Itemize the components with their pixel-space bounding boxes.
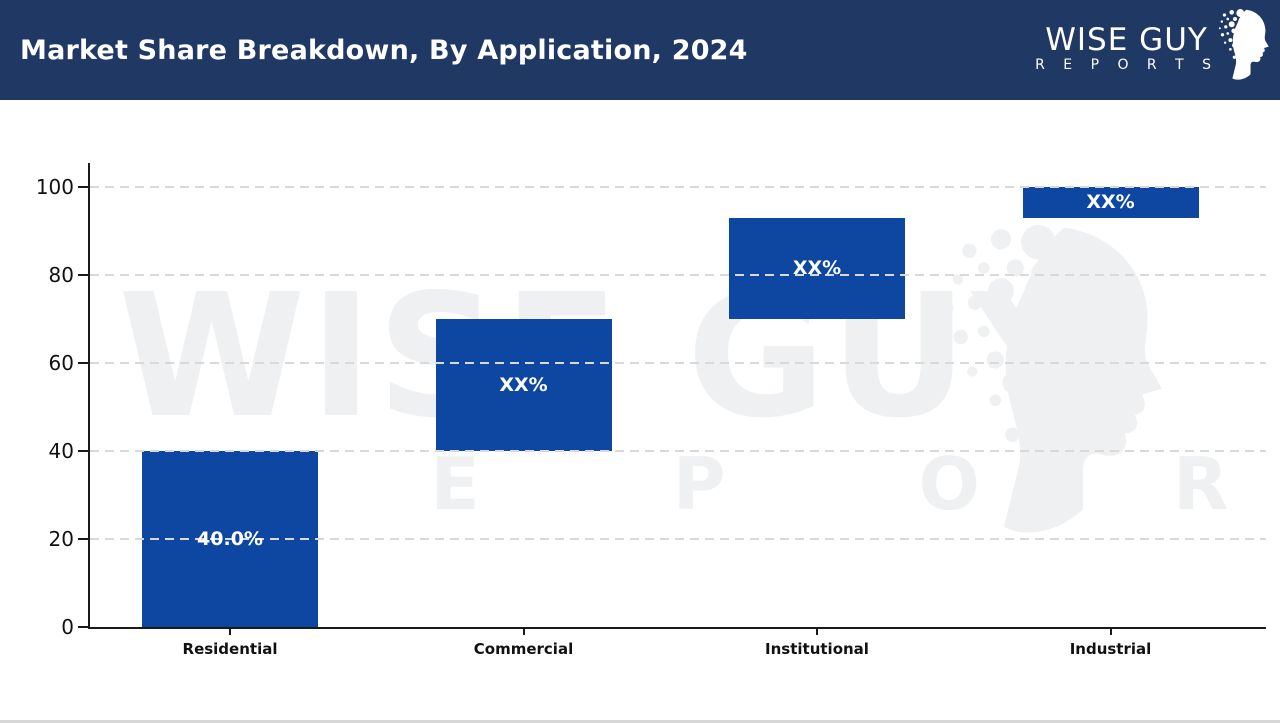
x-tick-mark [229, 629, 231, 635]
gridline-y80 [90, 274, 1266, 276]
bar-value-label: 40.0% [197, 528, 263, 550]
wiseguy-logo-text: WISE GUY R E P O R T S [1035, 23, 1218, 73]
y-tick-mark [78, 626, 88, 628]
y-tick-label: 0 [61, 615, 74, 639]
x-tick-mark [522, 629, 525, 635]
y-axis-spine [88, 163, 90, 629]
x-category-label: Industrial [1069, 640, 1152, 658]
x-tick-mark [816, 629, 818, 635]
bar-value-label: XX% [499, 374, 548, 396]
logo-line2: R E P O R T S [1035, 57, 1218, 73]
y-tick-label: 80 [48, 263, 74, 287]
y-tick-mark [78, 362, 88, 364]
x-category-label: Commercial [473, 640, 574, 658]
header-bar: Market Share Breakdown, By Application, … [0, 0, 1280, 100]
y-tick-mark [78, 274, 88, 276]
gridline-y40 [90, 450, 1266, 452]
gridline-y100 [90, 186, 1266, 188]
y-tick-mark [78, 186, 88, 188]
page-title: Market Share Breakdown, By Application, … [20, 34, 748, 66]
y-tick-label: 20 [48, 527, 74, 551]
y-tick-label: 40 [48, 439, 74, 463]
y-tick-label: 100 [35, 175, 74, 199]
logo-line1: WISE GUY [1045, 22, 1208, 58]
y-tick-label: 60 [48, 351, 74, 375]
gridline-y20 [90, 538, 1266, 540]
wiseguy-logo: WISE GUY R E P O R T S [1035, 4, 1270, 92]
bar-value-label: XX% [792, 257, 842, 280]
y-tick-mark [78, 538, 88, 540]
bar-institutional [729, 217, 905, 319]
x-axis-spine [88, 627, 1266, 629]
bar-value-label: XX% [1086, 191, 1135, 214]
y-tick-mark [78, 450, 88, 452]
bar-commercial [435, 319, 612, 451]
x-category-label: Institutional [765, 640, 869, 658]
watermark-text-line2: R E P O R T S [182, 442, 1280, 526]
x-category-label: Residential [182, 640, 278, 658]
bar-industrial [1022, 187, 1199, 218]
gridline-y60 [90, 362, 1266, 364]
x-tick-mark [1109, 629, 1112, 635]
